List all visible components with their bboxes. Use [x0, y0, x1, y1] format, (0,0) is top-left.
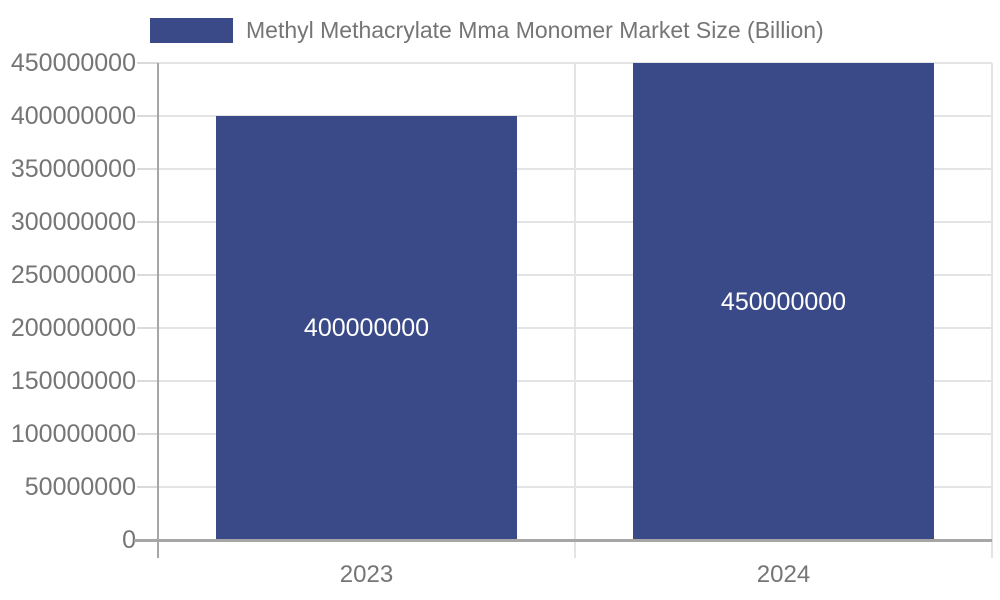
- y-tick-label: 200000000: [10, 314, 136, 342]
- y-tick-label: 400000000: [10, 102, 136, 130]
- bar-2023: [216, 116, 517, 540]
- gridline-vertical: [574, 63, 576, 558]
- y-tick-label: 50000000: [24, 473, 136, 501]
- bar-2024: [633, 63, 934, 540]
- y-axis-tick: [137, 380, 158, 382]
- y-tick-label: 250000000: [10, 261, 136, 289]
- y-axis-tick: [137, 62, 158, 64]
- y-tick-label: 450000000: [10, 49, 136, 77]
- y-tick-label: 350000000: [10, 155, 136, 183]
- bar-value-label: 450000000: [720, 287, 847, 316]
- legend-swatch: [150, 18, 233, 43]
- x-tick-label: 2024: [756, 561, 811, 588]
- y-axis-tick: [137, 168, 158, 170]
- y-axis-tick: [137, 433, 158, 435]
- y-axis-tick: [137, 115, 158, 117]
- y-tick-label: 100000000: [10, 420, 136, 448]
- bar-value-label: 400000000: [303, 314, 430, 342]
- y-axis-tick: [137, 274, 158, 276]
- legend: Methyl Methacrylate Mma Monomer Market S…: [150, 17, 824, 44]
- y-axis-tick: [137, 221, 158, 223]
- y-tick-label: 300000000: [10, 208, 136, 236]
- y-tick-label: 0: [122, 526, 136, 554]
- y-axis-tick: [137, 486, 158, 488]
- chart-title: Methyl Methacrylate Mma Monomer Market S…: [246, 17, 824, 43]
- gridline-vertical: [991, 63, 993, 558]
- x-tick-label: 2023: [339, 561, 394, 588]
- x-axis-line: [134, 539, 992, 542]
- y-axis-line: [157, 63, 159, 558]
- y-axis-tick: [137, 327, 158, 329]
- y-tick-label: 150000000: [10, 367, 136, 395]
